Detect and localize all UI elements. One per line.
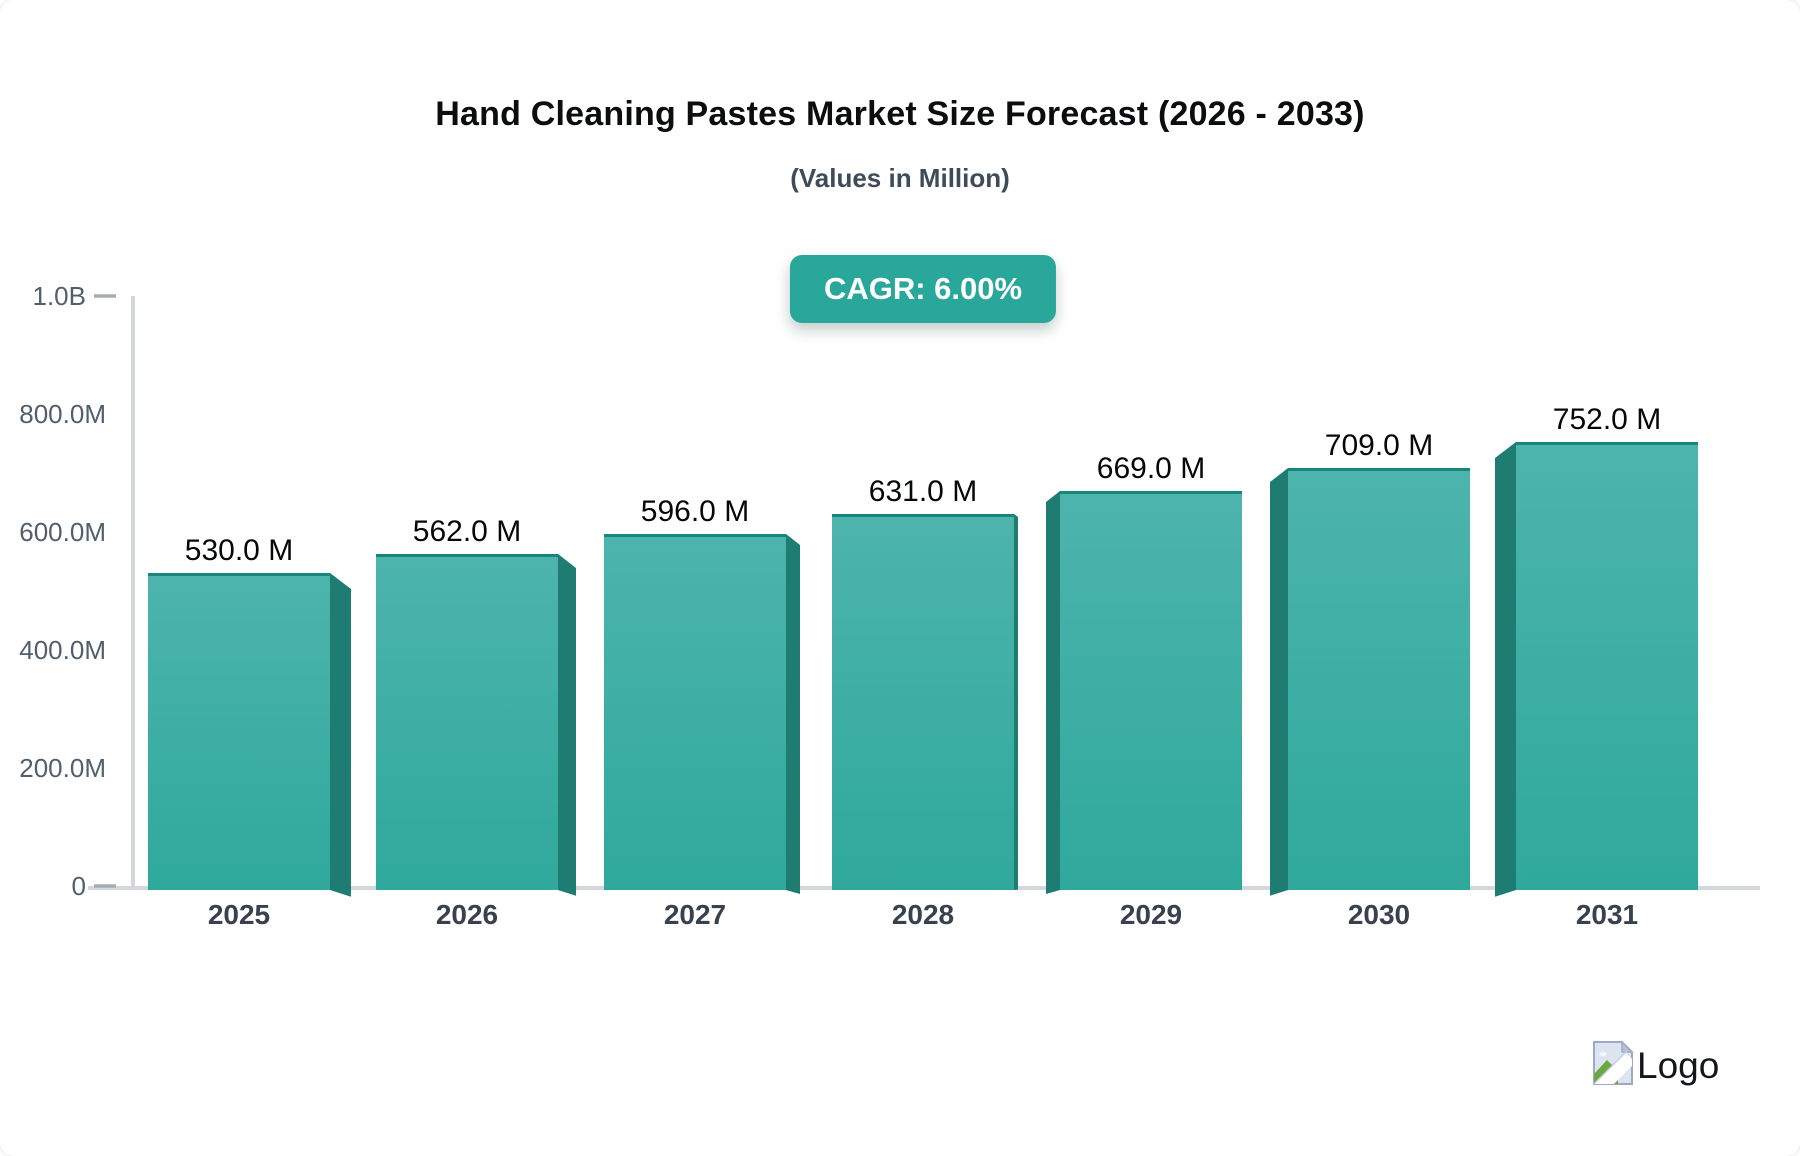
bar-value-label: 709.0 M xyxy=(1325,429,1433,462)
bar-front-face xyxy=(604,534,786,890)
y-tick-label: 400.0M xyxy=(19,635,106,665)
bar-side-face xyxy=(1046,491,1060,895)
y-tick-label: 600.0M xyxy=(19,517,106,547)
bar-front-face xyxy=(376,554,558,890)
bar-value-label: 530.0 M xyxy=(185,534,293,567)
bar-2030[interactable]: 709.0 M 2030 xyxy=(1270,429,1470,930)
cagr-badge: CAGR: 6.00% xyxy=(789,255,1057,323)
bar-side-face xyxy=(1270,468,1288,896)
x-tick-label: 2027 xyxy=(664,899,726,930)
bar-value-label: 669.0 M xyxy=(1097,452,1205,485)
x-tick-label: 2025 xyxy=(208,899,270,930)
x-tick-label: 2030 xyxy=(1348,899,1410,930)
broken-image-icon xyxy=(1591,1040,1635,1091)
bar-value-label: 562.0 M xyxy=(413,515,521,548)
bar-front-face xyxy=(1060,491,1242,890)
bar-2029[interactable]: 669.0 M 2029 xyxy=(1046,452,1242,930)
x-tick-label: 2028 xyxy=(892,899,954,930)
bar-value-label: 752.0 M xyxy=(1553,403,1661,436)
bar-value-label: 596.0 M xyxy=(641,495,749,528)
y-tick-label: 0 xyxy=(72,871,86,901)
bar-2031[interactable]: 752.0 M 2031 xyxy=(1495,403,1698,930)
chart-title: Hand Cleaning Pastes Market Size Forecas… xyxy=(435,95,1365,133)
bar-value-label: 631.0 M xyxy=(869,475,977,508)
chart-subtitle: (Values in Million) xyxy=(790,163,1010,193)
x-tick-label: 2031 xyxy=(1576,899,1638,930)
logo: Logo xyxy=(1591,1040,1719,1091)
y-tick-label: 200.0M xyxy=(19,753,106,783)
bar-2025[interactable]: 530.0 M 2025 xyxy=(148,534,351,930)
bar-front-face xyxy=(148,573,330,890)
x-tick-label: 2029 xyxy=(1120,899,1182,930)
bar-front-face xyxy=(1288,468,1470,890)
y-tick-label: 1.0B xyxy=(33,281,87,311)
bar-chart[interactable]: 0 200.0M 400.0M 600.0M 800.0M 1.0B 530.0 M 2025… xyxy=(0,270,1800,970)
bar-2027[interactable]: 596.0 M 2027 xyxy=(604,495,800,930)
logo-text: Logo xyxy=(1637,1044,1720,1086)
cagr-badge-label: CAGR: 6.00% xyxy=(823,271,1023,306)
bar-side-face xyxy=(330,573,351,897)
bar-side-face xyxy=(786,534,800,895)
bar-2028[interactable]: 631.0 M 2028 xyxy=(832,475,1018,930)
bar-2026[interactable]: 562.0 M 2026 xyxy=(376,515,576,930)
bar-side-face xyxy=(1495,442,1516,897)
bar-side-face xyxy=(1014,514,1018,890)
bar-front-face xyxy=(832,514,1014,890)
bar-front-face xyxy=(1516,442,1698,890)
y-tick-label: 800.0M xyxy=(19,399,106,429)
bar-side-face xyxy=(558,554,576,896)
x-tick-label: 2026 xyxy=(436,899,498,930)
